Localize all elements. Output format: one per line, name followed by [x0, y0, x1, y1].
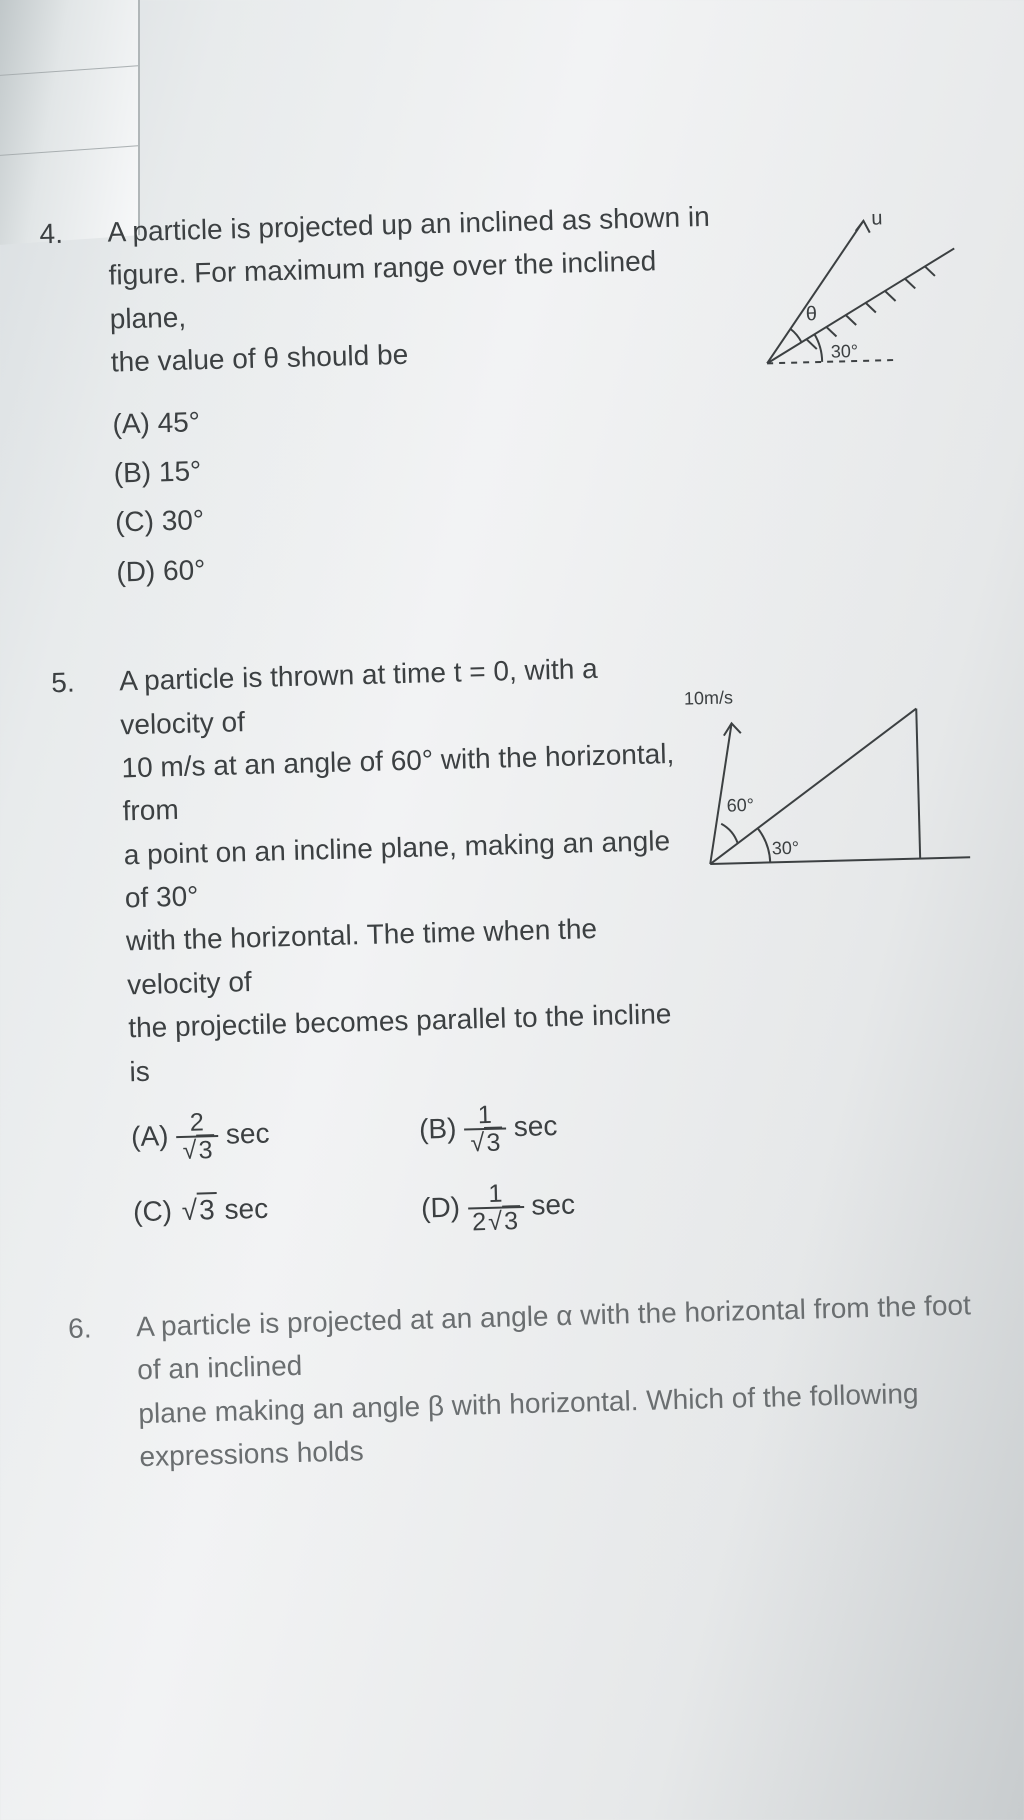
radicand: 3 — [502, 1206, 521, 1236]
stem-line: 10 m/s at an angle of 60° with the horiz… — [121, 732, 679, 833]
angle-30-label: 30° — [772, 838, 800, 859]
option-d: (D) 60° — [116, 534, 733, 594]
options: (A) 2 3 sec (B) 1 3 — [131, 1097, 690, 1245]
option-c: (C) 30° — [115, 485, 732, 545]
option-a: (A) 45° — [112, 386, 729, 446]
angle-60-label: 60° — [726, 795, 754, 816]
question-number: 5. — [51, 660, 106, 1247]
theta-label: θ — [806, 303, 818, 325]
velocity-label: u — [871, 207, 883, 229]
question-stem: A particle is projected at an angle α wi… — [136, 1283, 996, 1479]
option-d: (D) 1 23 sec — [420, 1176, 689, 1238]
option-unit: sec — [225, 1118, 269, 1150]
option-unit: sec — [513, 1110, 557, 1142]
question-6: 6. A particle is projected at an angle α… — [68, 1283, 997, 1499]
incline-angle-label: 30° — [831, 341, 859, 362]
question-stem: A particle is thrown at time t = 0, with… — [119, 645, 686, 1093]
stem-line: a point on an incline plane, making an a… — [123, 819, 681, 920]
option-c: (C) 3 sec — [133, 1183, 402, 1245]
figure-incline-triangle: 10m/s 60° 30° — [694, 627, 981, 894]
options: (A) 45° (B) 15° (C) 30° (D) 60° — [112, 386, 733, 594]
option-b: (B) 1 3 sec — [418, 1097, 687, 1159]
notebook-corner — [0, 0, 140, 245]
stem-line: figure. For maximum range over the incli… — [108, 238, 726, 341]
fraction-denominator: 3 — [196, 1135, 215, 1165]
speed-label: 10m/s — [684, 688, 734, 709]
question-5: 5. A particle is thrown at time t = 0, w… — [51, 637, 990, 1247]
option-unit: sec — [531, 1188, 575, 1220]
option-prefix: (B) — [419, 1112, 465, 1144]
option-unit: sec — [224, 1193, 268, 1225]
stem-line: the projectile becomes parallel to the i… — [128, 992, 686, 1093]
stem-line: with the horizontal. The time when the v… — [126, 905, 684, 1006]
radicand: 3 — [197, 1192, 217, 1226]
option-prefix: (A) — [131, 1120, 177, 1152]
fraction-denominator: 3 — [484, 1127, 503, 1157]
option-prefix: (D) — [421, 1191, 468, 1223]
question-number: 6. — [68, 1306, 113, 1499]
denominator-coef: 2 — [472, 1208, 487, 1236]
option-a: (A) 2 3 sec — [131, 1104, 400, 1166]
figure-incline-projection: θ 30° u — [743, 188, 968, 394]
option-b: (B) 15° — [113, 435, 730, 495]
question-stem: A particle is projected up an inclined a… — [107, 194, 727, 384]
option-prefix: (C) — [133, 1195, 180, 1227]
question-4: 4. A particle is projected up an incline… — [39, 188, 973, 601]
question-number: 4. — [39, 211, 89, 601]
worksheet-page: 4. A particle is projected up an incline… — [39, 188, 1005, 1820]
stem-line: A particle is thrown at time t = 0, with… — [119, 645, 677, 746]
